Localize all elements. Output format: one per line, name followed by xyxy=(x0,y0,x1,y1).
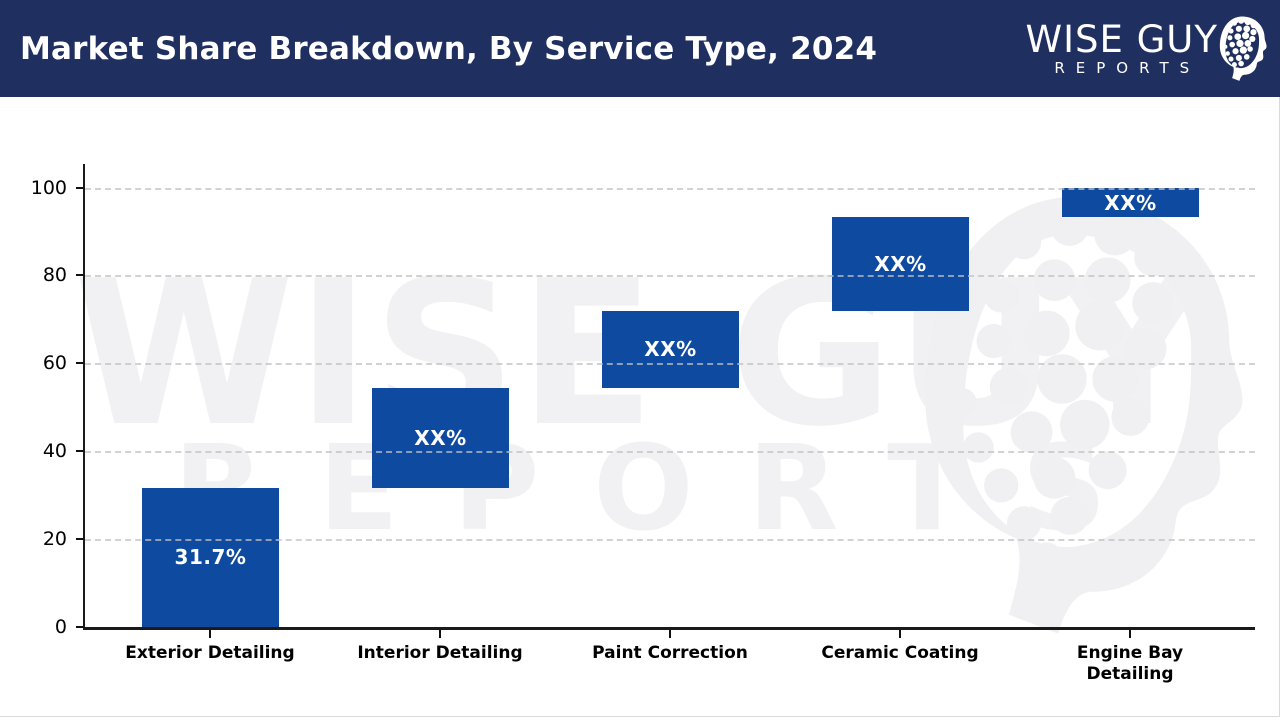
y-tick-0 xyxy=(76,626,85,628)
bar-value-label-engine-bay-detailing: XX% xyxy=(1104,190,1157,215)
x-tick-ceramic-coating xyxy=(899,630,901,638)
y-tick-label-40: 40 xyxy=(42,440,67,463)
wiseguy-logo-subtitle: REPORTS xyxy=(1054,59,1201,78)
wiseguy-face-icon xyxy=(1219,16,1267,81)
x-axis: Exterior Detailing Interior Detailing Pain… xyxy=(85,630,1255,710)
page-bottom-border xyxy=(0,716,1280,717)
x-tick-paint-correction xyxy=(669,630,671,638)
y-tick-100 xyxy=(76,186,85,189)
bar-paint-correction: XX% xyxy=(602,310,739,389)
bar-value-label-ceramic-coating: XX% xyxy=(874,252,927,277)
y-tick-20 xyxy=(76,538,85,541)
bar-exterior-detailing: 31.7% xyxy=(142,487,279,627)
y-tick-60 xyxy=(76,362,85,365)
gridline-60 xyxy=(85,363,1255,366)
gridline-100 xyxy=(85,187,1255,190)
y-tick-40 xyxy=(76,450,85,453)
y-tick-label-100: 100 xyxy=(30,176,67,199)
x-axis-line xyxy=(83,627,1255,630)
x-tick-interior-detailing xyxy=(439,630,441,638)
x-tick-engine-bay-detailing xyxy=(1129,630,1131,638)
header-bar: Market Share Breakdown, By Service Type,… xyxy=(0,0,1280,97)
y-tick-label-20: 20 xyxy=(42,528,67,551)
x-category-label-exterior-detailing: Exterior Detailing xyxy=(125,643,295,663)
y-tick-80 xyxy=(76,274,85,277)
wiseguy-logo: WISE GUY REPORTS xyxy=(1026,8,1268,90)
page-title: Market Share Breakdown, By Service Type,… xyxy=(20,30,878,67)
gridline-20 xyxy=(85,539,1255,542)
gridline-40 xyxy=(85,451,1255,454)
y-tick-label-60: 60 xyxy=(42,352,67,375)
x-category-label-paint-correction: Paint Correction xyxy=(592,643,748,663)
gridline-80 xyxy=(85,275,1255,278)
y-tick-label-0: 0 xyxy=(54,616,67,638)
bar-interior-detailing: XX% xyxy=(372,388,509,488)
bar-value-label-paint-correction: XX% xyxy=(644,337,697,362)
x-category-label-interior-detailing: Interior Detailing xyxy=(357,643,523,663)
plot-area: 0 20 40 60 80 100 31.7% XX% XX% XX% XX% xyxy=(31,164,1255,638)
bar-value-label-interior-detailing: XX% xyxy=(414,426,467,451)
bar-engine-bay-detailing: XX% xyxy=(1062,187,1199,218)
y-tick-label-80: 80 xyxy=(42,264,67,287)
bar-value-label-exterior-detailing: 31.7% xyxy=(174,545,247,570)
wiseguy-logo-text: WISE GUY REPORTS xyxy=(1025,18,1218,78)
bar-ceramic-coating: XX% xyxy=(832,217,969,311)
x-category-label-ceramic-coating: Ceramic Coating xyxy=(821,643,979,663)
wiseguy-logo-wordmark: WISE GUY xyxy=(1025,18,1218,62)
x-category-label-engine-bay-detailing: Engine Bay Detailing xyxy=(1076,643,1184,684)
y-axis-line xyxy=(83,164,85,629)
x-tick-exterior-detailing xyxy=(209,630,211,638)
